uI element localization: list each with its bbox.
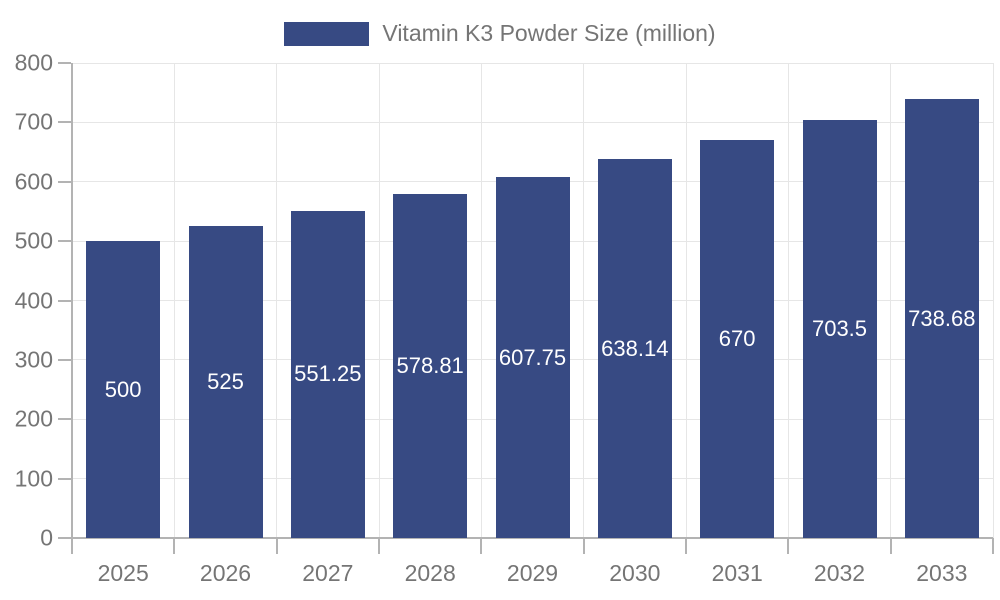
x-gridline: [173, 63, 175, 538]
x-axis-tick-label: 2032: [813, 560, 866, 586]
y-axis-line: [71, 63, 73, 554]
x-axis-tick: [685, 538, 687, 554]
y-axis-tick-label: 400: [14, 287, 53, 313]
bar-value-label: 551.25: [294, 361, 362, 387]
legend-swatch: [284, 21, 370, 46]
x-axis-tick-label: 2028: [404, 560, 456, 586]
x-gridline: [583, 63, 585, 538]
bar: 670: [700, 140, 775, 538]
x-axis-tick: [582, 538, 585, 554]
bar: 738.68: [904, 99, 979, 538]
y-axis-tick: [58, 62, 71, 64]
bar-value-label: 738.68: [908, 305, 976, 331]
x-axis-tick-label: 2027: [302, 560, 354, 586]
x-axis-tick: [992, 538, 994, 554]
y-axis-tick: [58, 358, 71, 361]
x-gridline: [890, 63, 892, 538]
x-axis-tick: [480, 538, 483, 554]
bar: 551.25: [290, 210, 365, 538]
x-axis-tick-label: 2033: [916, 560, 968, 586]
x-axis-tick: [173, 538, 176, 554]
x-axis-tick-label: 2025: [97, 560, 149, 586]
y-axis-tick-label: 500: [14, 227, 53, 254]
y-axis-tick: [58, 240, 71, 243]
y-axis-tick-label: 600: [14, 168, 53, 195]
x-axis-line: [72, 537, 993, 539]
x-gridline: [480, 63, 482, 538]
x-gridline: [787, 63, 789, 538]
bar-value-label: 578.81: [396, 353, 464, 379]
x-axis-tick: [787, 538, 790, 554]
bar: 638.14: [597, 159, 672, 538]
y-axis-tick: [58, 299, 71, 302]
x-axis-tick: [275, 538, 278, 554]
bar: 703.5: [802, 120, 877, 538]
y-axis-tick-label: 0: [40, 524, 53, 551]
bar-value-label: 500: [104, 376, 142, 402]
y-axis-tick: [58, 477, 71, 480]
legend-label: Vitamin K3 Powder Size (million): [382, 20, 716, 46]
x-axis-tick-label: 2026: [199, 560, 252, 586]
bar: 607.75: [495, 177, 570, 538]
bar-value-label: 703.5: [811, 316, 868, 342]
x-axis-tick-label: 2029: [506, 560, 559, 586]
x-gridline: [276, 63, 278, 538]
y-axis-tick-label: 700: [14, 108, 53, 135]
y-gridline: [72, 121, 993, 123]
bar-value-label: 607.75: [498, 344, 567, 370]
y-axis-tick-label: 800: [14, 49, 53, 76]
y-axis-tick: [58, 180, 71, 183]
y-axis-tick-label: 100: [14, 465, 53, 492]
legend: Vitamin K3 Powder Size (million): [0, 20, 1000, 47]
bar-value-label: 670: [718, 326, 756, 352]
bar-value-label: 525: [207, 369, 244, 395]
plot-area: 0 100 200 300 400 500 600 700 800 500 2025 525 2026 5…: [15, 51, 994, 586]
bar: 500: [86, 241, 161, 538]
x-axis-tick-label: 2030: [609, 560, 661, 586]
bar: 525: [188, 226, 263, 538]
y-gridline: [72, 62, 993, 64]
y-axis-tick: [58, 121, 71, 124]
y-axis-tick-label: 200: [14, 405, 53, 432]
bar-value-label: 638.14: [601, 335, 669, 361]
x-gridline: [378, 63, 380, 538]
x-axis-tick: [378, 538, 380, 554]
y-axis-tick: [58, 418, 71, 421]
y-axis-tick: [58, 537, 71, 539]
bar: 578.81: [393, 194, 468, 538]
x-axis-tick-label: 2031: [711, 560, 763, 586]
x-axis-tick: [889, 538, 892, 554]
x-gridline: [992, 63, 994, 538]
y-axis-tick-label: 300: [14, 346, 53, 373]
x-gridline: [685, 63, 687, 538]
